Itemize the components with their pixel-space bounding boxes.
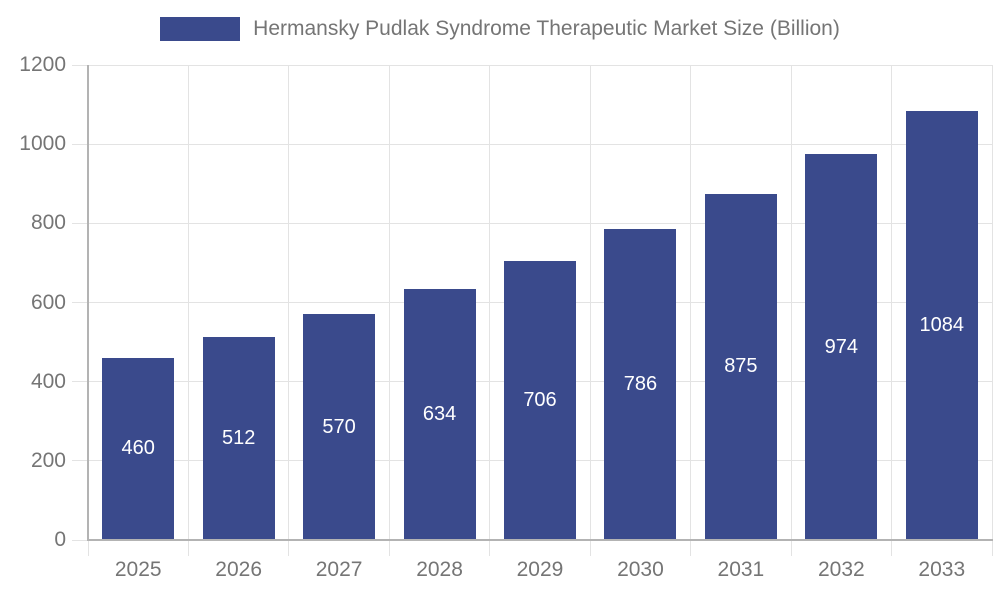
y-axis-tick-label: 0 (54, 528, 66, 551)
plot-area: 460 512 570 634 706 786 875 974 1084 (72, 64, 993, 556)
bar-2027[interactable]: 570 (303, 314, 376, 540)
bar-2026[interactable]: 512 (202, 337, 275, 540)
bar-2025[interactable]: 460 (102, 357, 175, 540)
x-axis-tick-label: 2029 (516, 558, 564, 581)
gridline-vertical (891, 65, 893, 556)
x-axis-tick-label: 2030 (617, 558, 664, 581)
gridline-vertical (991, 65, 993, 556)
gridline-horizontal (72, 222, 992, 224)
bar-2033[interactable]: 1084 (905, 110, 978, 540)
legend-swatch (160, 17, 241, 41)
y-axis-tick-label: 400 (30, 369, 66, 393)
y-axis-tick-label: 600 (30, 290, 66, 314)
gridline-vertical (288, 65, 290, 556)
y-axis-tick-label: 1200 (19, 53, 66, 76)
bar-value-label: 634 (422, 403, 457, 425)
bar-value-label: 875 (724, 355, 758, 378)
x-axis-tick-label: 2028 (416, 558, 463, 581)
x-axis-tick-label: 2025 (114, 558, 162, 581)
bar-2032[interactable]: 974 (805, 154, 878, 540)
bar-value-label: 460 (121, 437, 155, 460)
x-axis-tick-label: 2027 (315, 558, 363, 581)
gridline-vertical (589, 65, 591, 556)
x-axis-tick-label: 2026 (215, 558, 263, 581)
legend-item[interactable]: Hermansky Pudlak Syndrome Therapeutic Ma… (0, 17, 1000, 41)
bar-value-label: 974 (824, 335, 859, 358)
bar-2030[interactable]: 786 (604, 228, 677, 540)
bar-2028[interactable]: 634 (403, 289, 476, 540)
bar-2031[interactable]: 875 (704, 193, 777, 540)
bar-value-label: 706 (523, 388, 557, 411)
y-axis-tick-label: 800 (30, 211, 66, 235)
x-axis-tick-label: 2033 (918, 558, 966, 581)
bar-value-label: 512 (221, 427, 256, 450)
gridline-vertical (790, 65, 792, 556)
bar-value-label: 1084 (919, 313, 965, 336)
legend-label: Hermansky Pudlak Syndrome Therapeutic Ma… (253, 17, 840, 40)
y-axis-line (87, 65, 89, 541)
gridline-horizontal (72, 64, 992, 66)
bar-value-label: 786 (623, 372, 658, 395)
gridline-vertical (187, 65, 189, 556)
x-axis-line (87, 539, 993, 541)
x-axis-tick-label: 2031 (717, 558, 765, 581)
bar-value-label: 570 (322, 415, 356, 438)
gridline-vertical (388, 65, 390, 556)
gridline-horizontal (72, 143, 992, 145)
gridline-vertical (489, 65, 491, 556)
bar-2029[interactable]: 706 (504, 260, 576, 540)
x-axis-tick-label: 2032 (817, 558, 865, 581)
gridline-vertical (690, 65, 692, 556)
y-axis-tick-label: 1000 (19, 132, 66, 156)
y-axis-tick-label: 200 (30, 448, 66, 472)
